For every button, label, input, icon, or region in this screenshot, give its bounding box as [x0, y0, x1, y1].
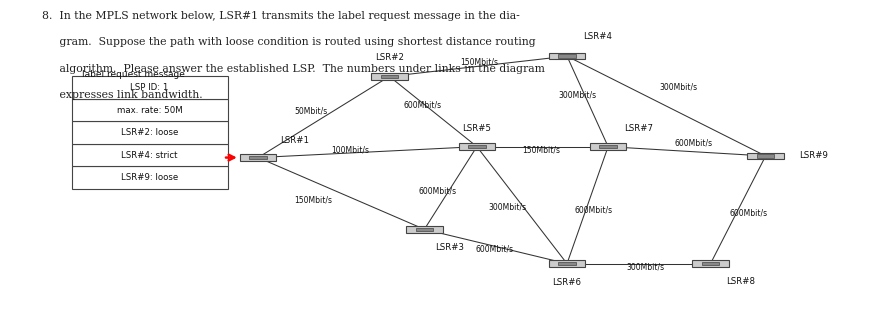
Text: LSR#3: LSR#3	[435, 243, 464, 252]
Bar	[549, 261, 585, 267]
Text: 600Mbit/s: 600Mbit/s	[675, 138, 713, 147]
Bar	[72, 99, 228, 121]
Text: 300Mbit/s: 300Mbit/s	[488, 202, 527, 211]
Text: gram.  Suppose the path with loose condition is routed using shortest distance r: gram. Suppose the path with loose condit…	[42, 37, 536, 47]
Bar	[72, 121, 228, 144]
Text: LSR#1: LSR#1	[280, 136, 309, 145]
Bar	[381, 75, 398, 78]
Text: 300Mbit/s: 300Mbit/s	[659, 83, 697, 92]
Bar	[72, 76, 228, 99]
Text: LSR#4: LSR#4	[583, 32, 612, 41]
Text: LSR#2: loose: LSR#2: loose	[121, 128, 178, 137]
Text: 150Mbit/s: 150Mbit/s	[460, 58, 499, 67]
Text: 8.  In the MPLS network below, LSR#1 transmits the label request message in the : 8. In the MPLS network below, LSR#1 tran…	[42, 11, 520, 21]
Bar	[549, 53, 585, 59]
Bar	[757, 154, 774, 158]
Text: 300Mbit/s: 300Mbit/s	[558, 91, 597, 100]
Bar	[702, 262, 719, 265]
Bar	[416, 228, 433, 231]
Bar	[747, 153, 784, 159]
Bar	[599, 145, 617, 148]
Text: LSR#9: loose: LSR#9: loose	[121, 173, 178, 182]
Text: LSR#4: strict: LSR#4: strict	[122, 151, 178, 159]
Text: 600Mbit/s: 600Mbit/s	[403, 100, 442, 109]
Text: algorithm.  Please answer the established LSP.  The numbers under links in the d: algorithm. Please answer the established…	[42, 64, 545, 74]
Text: 600Mbit/s: 600Mbit/s	[730, 208, 768, 217]
Text: LSP ID: 1: LSP ID: 1	[130, 83, 169, 92]
Text: LSR#6: LSR#6	[552, 278, 582, 287]
Bar	[249, 156, 267, 159]
Text: LSR#5: LSR#5	[462, 124, 492, 133]
Text: label request message: label request message	[81, 71, 185, 79]
Text: LSR#2: LSR#2	[374, 53, 404, 61]
Bar	[240, 154, 276, 161]
Text: max. rate: 50M: max. rate: 50M	[116, 106, 183, 115]
Bar	[406, 226, 443, 232]
Text: 150Mbit/s: 150Mbit/s	[522, 145, 560, 154]
Text: LSR#8: LSR#8	[726, 277, 755, 286]
Text: LSR#7: LSR#7	[624, 124, 653, 133]
Bar	[72, 166, 228, 189]
Text: 50Mbit/s: 50Mbit/s	[294, 107, 327, 115]
Bar	[72, 144, 228, 166]
Bar	[558, 55, 576, 58]
Text: 100Mbit/s: 100Mbit/s	[331, 145, 369, 154]
Text: LSR#9: LSR#9	[799, 152, 828, 160]
Bar	[468, 145, 486, 148]
Text: 600Mbit/s: 600Mbit/s	[574, 205, 612, 214]
Text: expresses link bandwidth.: expresses link bandwidth.	[42, 90, 203, 100]
Bar	[458, 144, 495, 150]
Text: 600Mbit/s: 600Mbit/s	[475, 245, 514, 253]
Text: 300Mbit/s: 300Mbit/s	[626, 263, 665, 272]
Bar	[692, 261, 729, 267]
Text: 600Mbit/s: 600Mbit/s	[418, 187, 457, 195]
Bar	[371, 73, 408, 80]
Bar	[590, 144, 626, 150]
Bar	[558, 262, 576, 265]
Text: 150Mbit/s: 150Mbit/s	[294, 196, 332, 205]
